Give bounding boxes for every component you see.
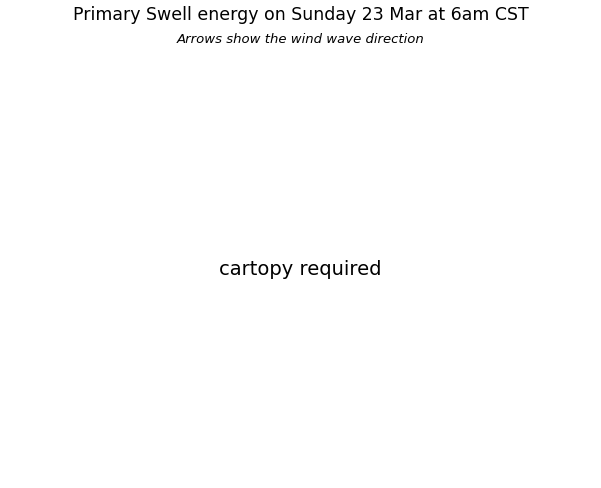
Text: Primary Swell energy on Sunday 23 Mar at 6am CST: Primary Swell energy on Sunday 23 Mar at… <box>73 6 528 24</box>
Text: Arrows show the wind wave direction: Arrows show the wind wave direction <box>177 34 424 46</box>
Text: cartopy required: cartopy required <box>219 260 382 279</box>
